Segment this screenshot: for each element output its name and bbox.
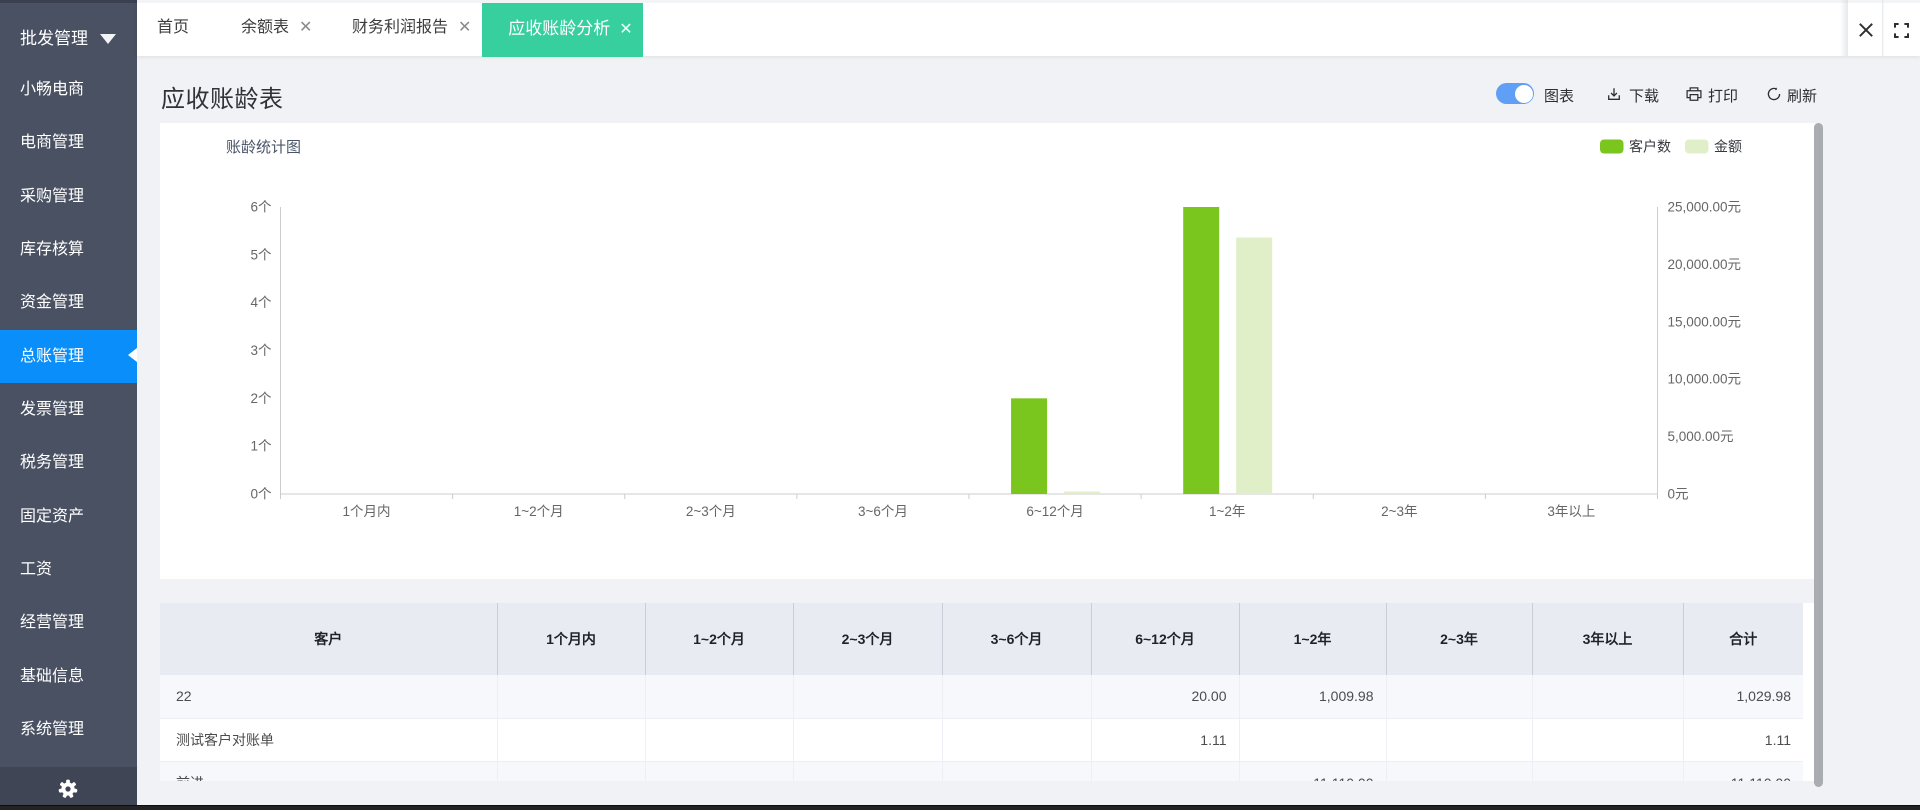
- svg-text:3年以上: 3年以上: [1547, 504, 1595, 519]
- svg-text:5个: 5个: [250, 247, 272, 262]
- svg-text:2~3年: 2~3年: [1381, 504, 1417, 519]
- svg-text:1个月内: 1个月内: [343, 504, 391, 519]
- svg-text:1~2年: 1~2年: [1209, 504, 1245, 519]
- svg-text:1个: 1个: [250, 439, 272, 454]
- svg-text:6~12个月: 6~12个月: [1026, 504, 1083, 519]
- svg-text:2~3个月: 2~3个月: [686, 504, 736, 519]
- svg-text:0元: 0元: [1668, 487, 1689, 502]
- svg-text:客户数: 客户数: [1629, 139, 1671, 155]
- svg-text:6个: 6个: [250, 200, 272, 215]
- svg-text:25,000.00元: 25,000.00元: [1668, 200, 1742, 215]
- svg-text:20,000.00元: 20,000.00元: [1668, 257, 1742, 272]
- svg-text:账龄统计图: 账龄统计图: [226, 139, 301, 156]
- svg-text:15,000.00元: 15,000.00元: [1668, 314, 1742, 329]
- svg-text:4个: 4个: [250, 295, 272, 310]
- svg-text:5,000.00元: 5,000.00元: [1668, 429, 1734, 444]
- svg-text:3~6个月: 3~6个月: [858, 504, 908, 519]
- svg-text:10,000.00元: 10,000.00元: [1668, 372, 1742, 387]
- svg-text:1~2个月: 1~2个月: [514, 504, 564, 519]
- svg-text:金额: 金额: [1714, 139, 1742, 155]
- svg-text:2个: 2个: [250, 391, 272, 406]
- svg-text:3个: 3个: [250, 343, 272, 358]
- svg-text:0个: 0个: [250, 487, 272, 502]
